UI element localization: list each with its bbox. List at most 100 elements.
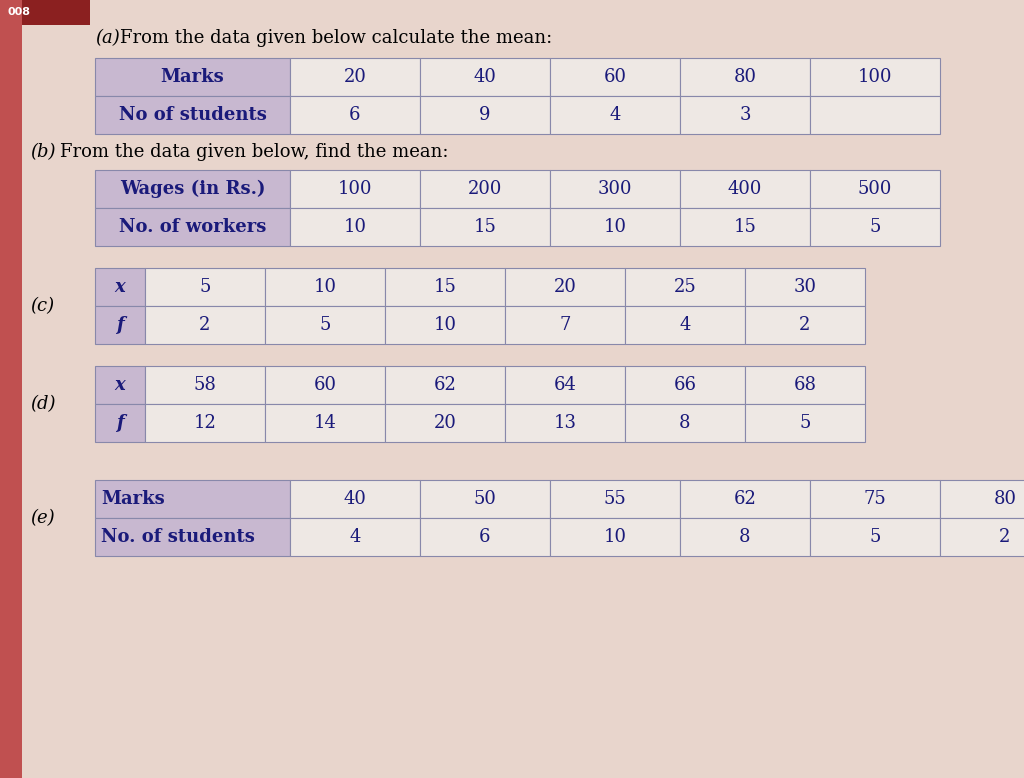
Text: 008: 008 — [8, 7, 31, 17]
Text: 2: 2 — [800, 316, 811, 334]
Bar — [745, 404, 865, 442]
Text: 40: 40 — [473, 68, 497, 86]
Text: 5: 5 — [200, 278, 211, 296]
Bar — [420, 96, 550, 134]
Bar — [290, 208, 420, 246]
Bar — [95, 170, 290, 208]
Bar — [550, 96, 680, 134]
Bar — [940, 480, 1024, 518]
Text: 5: 5 — [869, 528, 881, 546]
Text: 62: 62 — [433, 376, 457, 394]
Text: 62: 62 — [733, 490, 757, 508]
Text: 60: 60 — [313, 376, 337, 394]
Text: No. of workers: No. of workers — [119, 218, 266, 236]
Bar — [745, 306, 865, 344]
Bar — [810, 96, 940, 134]
Text: 400: 400 — [728, 180, 762, 198]
Text: 4: 4 — [349, 528, 360, 546]
Text: 10: 10 — [343, 218, 367, 236]
Text: 64: 64 — [554, 376, 577, 394]
Text: 14: 14 — [313, 414, 337, 432]
Text: 5: 5 — [319, 316, 331, 334]
Text: 100: 100 — [338, 180, 373, 198]
Bar — [290, 58, 420, 96]
Text: From the data given below, find the mean:: From the data given below, find the mean… — [60, 143, 449, 161]
Text: From the data given below calculate the mean:: From the data given below calculate the … — [120, 29, 552, 47]
Text: x: x — [115, 278, 125, 296]
Text: (e): (e) — [30, 509, 54, 527]
Bar — [810, 58, 940, 96]
Bar — [420, 518, 550, 556]
Bar — [625, 268, 745, 306]
Bar — [95, 404, 145, 442]
Text: 13: 13 — [554, 414, 577, 432]
Bar — [625, 366, 745, 404]
Bar — [0, 0, 22, 778]
Bar — [420, 480, 550, 518]
Text: Marks: Marks — [101, 490, 165, 508]
Text: 100: 100 — [858, 68, 892, 86]
Text: 8: 8 — [739, 528, 751, 546]
Bar — [95, 306, 145, 344]
Bar — [145, 306, 265, 344]
Bar — [810, 518, 940, 556]
Bar — [680, 480, 810, 518]
Bar — [625, 404, 745, 442]
Text: No. of students: No. of students — [101, 528, 255, 546]
Text: 25: 25 — [674, 278, 696, 296]
Text: x: x — [115, 376, 125, 394]
Text: (b): (b) — [30, 143, 55, 161]
Bar — [550, 208, 680, 246]
Text: 20: 20 — [433, 414, 457, 432]
Bar — [550, 170, 680, 208]
Text: 68: 68 — [794, 376, 816, 394]
Bar — [505, 268, 625, 306]
Text: 6: 6 — [349, 106, 360, 124]
Bar — [810, 208, 940, 246]
Bar — [290, 96, 420, 134]
Bar — [95, 268, 145, 306]
Bar — [0, 0, 90, 25]
Bar — [680, 58, 810, 96]
Bar — [680, 96, 810, 134]
Text: 80: 80 — [733, 68, 757, 86]
Bar — [550, 58, 680, 96]
Text: 55: 55 — [603, 490, 627, 508]
Bar — [265, 366, 385, 404]
Text: 20: 20 — [344, 68, 367, 86]
Text: 66: 66 — [674, 376, 696, 394]
Text: 30: 30 — [794, 278, 816, 296]
Bar — [385, 404, 505, 442]
Bar — [420, 170, 550, 208]
Text: 5: 5 — [869, 218, 881, 236]
Text: 4: 4 — [609, 106, 621, 124]
Bar — [680, 518, 810, 556]
Text: 40: 40 — [344, 490, 367, 508]
Bar — [265, 268, 385, 306]
Bar — [550, 480, 680, 518]
Text: 12: 12 — [194, 414, 216, 432]
Bar — [95, 518, 290, 556]
Bar — [290, 518, 420, 556]
Text: No of students: No of students — [119, 106, 266, 124]
Text: 2: 2 — [200, 316, 211, 334]
Text: 2: 2 — [999, 528, 1011, 546]
Text: 500: 500 — [858, 180, 892, 198]
Bar — [95, 208, 290, 246]
Text: 10: 10 — [433, 316, 457, 334]
Bar — [385, 306, 505, 344]
Bar — [745, 366, 865, 404]
Text: 300: 300 — [598, 180, 632, 198]
Text: 75: 75 — [863, 490, 887, 508]
Text: 80: 80 — [993, 490, 1017, 508]
Text: 60: 60 — [603, 68, 627, 86]
Bar — [680, 170, 810, 208]
Text: f: f — [116, 414, 124, 432]
Bar — [505, 366, 625, 404]
Bar — [265, 404, 385, 442]
Text: 6: 6 — [479, 528, 490, 546]
Bar — [420, 58, 550, 96]
Bar — [385, 268, 505, 306]
Bar — [145, 404, 265, 442]
Bar — [95, 366, 145, 404]
